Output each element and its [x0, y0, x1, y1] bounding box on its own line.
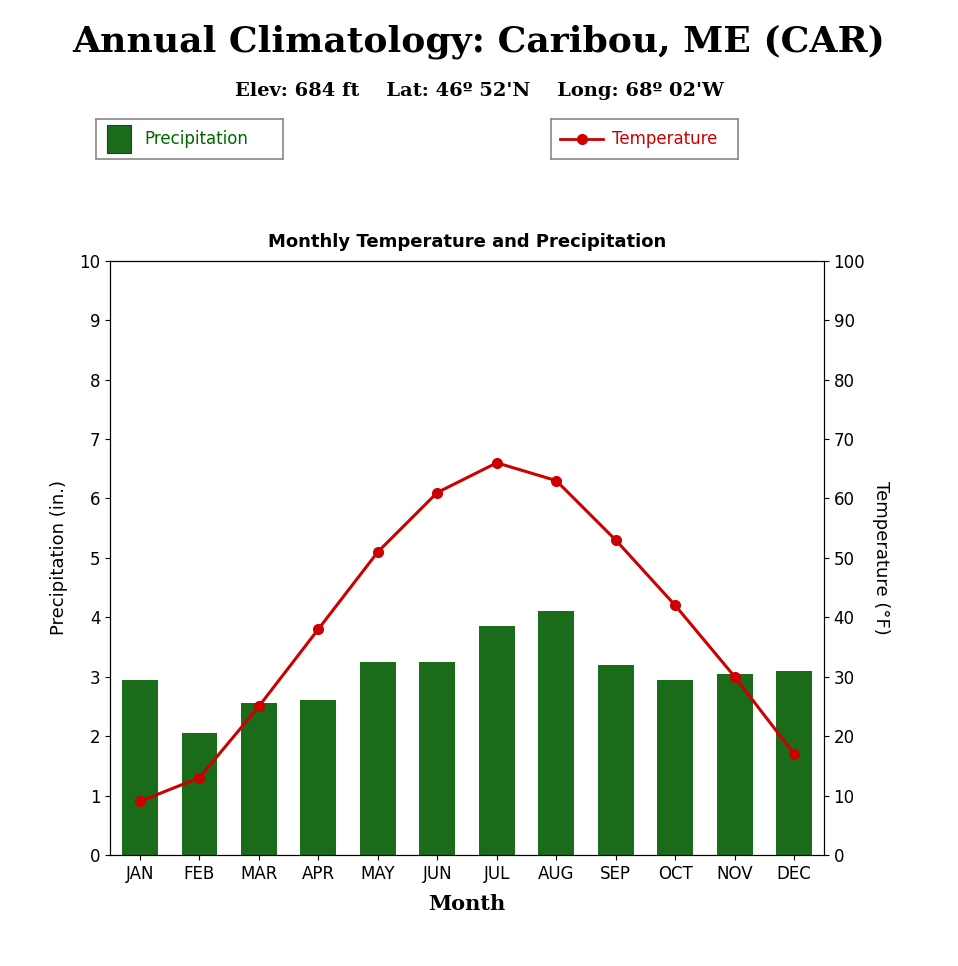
Y-axis label: Precipitation (in.): Precipitation (in.): [50, 480, 68, 636]
Bar: [107, 125, 131, 154]
Text: Temperature: Temperature: [612, 130, 718, 148]
Bar: [360, 662, 396, 855]
Bar: [241, 703, 277, 855]
Bar: [420, 662, 455, 855]
Bar: [301, 700, 336, 855]
Bar: [598, 665, 633, 855]
Y-axis label: Temperature (°F): Temperature (°F): [872, 481, 890, 635]
Title: Monthly Temperature and Precipitation: Monthly Temperature and Precipitation: [268, 233, 666, 251]
Bar: [776, 670, 812, 855]
Text: Precipitation: Precipitation: [145, 130, 248, 148]
Bar: [657, 680, 693, 855]
Bar: [181, 733, 217, 855]
Bar: [479, 626, 514, 855]
Bar: [122, 680, 158, 855]
Bar: [717, 673, 752, 855]
Text: Annual Climatology: Caribou, ME (CAR): Annual Climatology: Caribou, ME (CAR): [73, 24, 885, 59]
X-axis label: Month: Month: [428, 894, 506, 914]
Bar: [538, 611, 574, 855]
Text: Elev: 684 ft    Lat: 46º 52'N    Long: 68º 02'W: Elev: 684 ft Lat: 46º 52'N Long: 68º 02'…: [235, 82, 723, 100]
